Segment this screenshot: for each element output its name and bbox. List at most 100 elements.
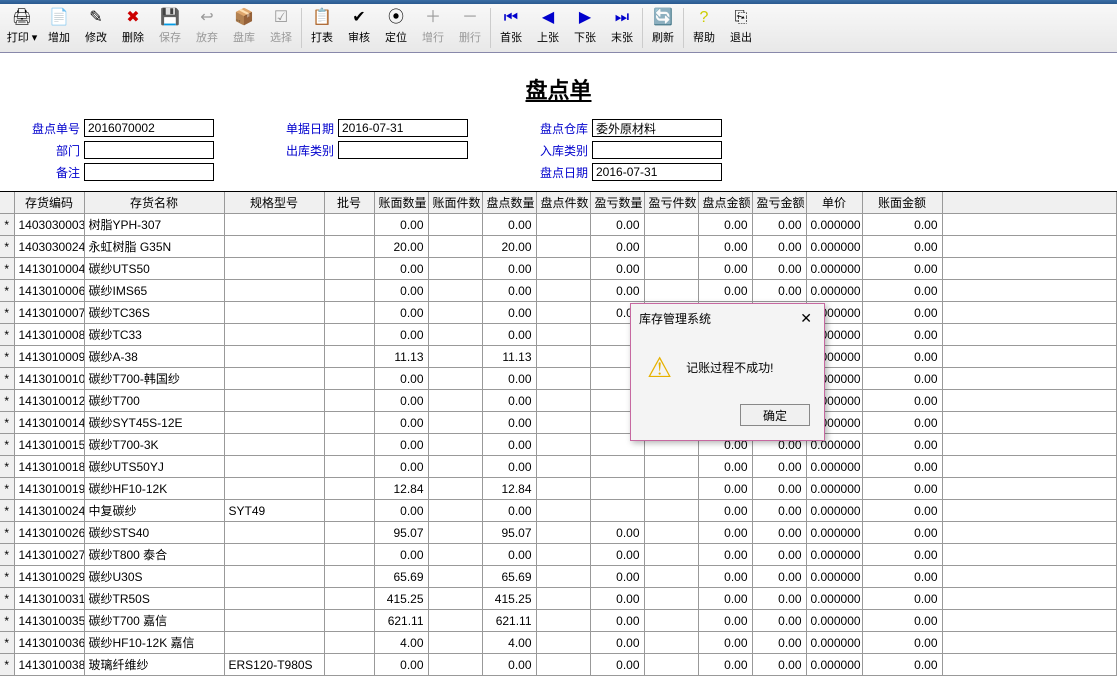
cell[interactable]: 碳纱T700 — [84, 390, 224, 412]
cell[interactable]: 0.00 — [698, 544, 752, 566]
cell[interactable] — [224, 544, 324, 566]
cell[interactable] — [644, 632, 698, 654]
cell[interactable]: ERS120-T980S — [224, 654, 324, 676]
cell[interactable] — [324, 588, 374, 610]
cell[interactable] — [428, 368, 482, 390]
cell[interactable]: 0.00 — [482, 456, 536, 478]
cell[interactable] — [644, 522, 698, 544]
cell[interactable]: 0.00 — [862, 434, 942, 456]
cell[interactable]: 0.00 — [482, 412, 536, 434]
cell[interactable] — [644, 280, 698, 302]
cell[interactable] — [644, 566, 698, 588]
table-row[interactable]: *1413010018碳纱UTS50YJ0.000.000.000.000.00… — [0, 456, 1117, 478]
cell[interactable]: 0.00 — [590, 280, 644, 302]
cell[interactable] — [324, 214, 374, 236]
cell[interactable]: 621.11 — [374, 610, 428, 632]
cell[interactable] — [428, 566, 482, 588]
cell[interactable]: 0.00 — [698, 456, 752, 478]
cell[interactable]: 0.00 — [752, 500, 806, 522]
cell[interactable] — [224, 478, 324, 500]
col-header[interactable]: 盈亏数量 — [590, 192, 644, 214]
cell[interactable]: 碳纱HF10-12K — [84, 478, 224, 500]
table-row[interactable]: *1403030024永虹树脂 G35N20.0020.000.000.000.… — [0, 236, 1117, 258]
cell[interactable]: 0.000000 — [806, 544, 862, 566]
delete-button[interactable]: ✖删除 — [115, 6, 151, 48]
cell[interactable]: 0.00 — [698, 500, 752, 522]
table-row[interactable]: *1413010038玻璃纤维纱ERS120-T980S0.000.000.00… — [0, 654, 1117, 676]
data-grid[interactable]: 存货编码存货名称规格型号批号账面数量账面件数盘点数量盘点件数盈亏数量盈亏件数盘点… — [0, 192, 1117, 676]
dialog-titlebar[interactable]: 库存管理系统 ✕ — [631, 304, 824, 333]
cell[interactable] — [536, 346, 590, 368]
table-row[interactable]: *1413010012碳纱T7000.000.000.000.000.00000… — [0, 390, 1117, 412]
cell[interactable]: 0.00 — [862, 258, 942, 280]
cell[interactable]: 0.00 — [752, 566, 806, 588]
cell[interactable] — [428, 588, 482, 610]
cell[interactable]: 0.00 — [752, 236, 806, 258]
cell[interactable]: 0.00 — [752, 456, 806, 478]
cell[interactable]: 碳纱STS40 — [84, 522, 224, 544]
cell[interactable]: 0.00 — [374, 654, 428, 676]
cell[interactable]: 0.00 — [752, 214, 806, 236]
exit-button[interactable]: ⎘退出 — [723, 6, 759, 48]
cell[interactable] — [324, 500, 374, 522]
cell[interactable] — [224, 610, 324, 632]
cell[interactable] — [644, 236, 698, 258]
cell[interactable] — [644, 588, 698, 610]
cell[interactable] — [324, 390, 374, 412]
cell[interactable] — [644, 456, 698, 478]
list-button[interactable]: 📋打表 — [304, 6, 340, 48]
cell[interactable]: 0.00 — [752, 610, 806, 632]
cell[interactable]: SYT49 — [224, 500, 324, 522]
cell[interactable]: 1403030024 — [14, 236, 84, 258]
cell[interactable]: 11.13 — [482, 346, 536, 368]
cell[interactable] — [224, 434, 324, 456]
cell[interactable]: 树脂YPH-307 — [84, 214, 224, 236]
cell[interactable] — [224, 456, 324, 478]
cell[interactable]: 95.07 — [374, 522, 428, 544]
cell[interactable] — [536, 302, 590, 324]
cell[interactable]: 0.00 — [482, 500, 536, 522]
cell[interactable]: 碳纱T700-3K — [84, 434, 224, 456]
cell[interactable] — [536, 654, 590, 676]
cell[interactable] — [644, 544, 698, 566]
cell[interactable] — [324, 346, 374, 368]
col-header[interactable]: 盈亏金额 — [752, 192, 806, 214]
col-header[interactable]: 存货编码 — [14, 192, 84, 214]
cell[interactable]: 0.00 — [482, 302, 536, 324]
cell[interactable]: 1413010009 — [14, 346, 84, 368]
cell[interactable]: 0.00 — [698, 588, 752, 610]
cell[interactable]: 1413010024 — [14, 500, 84, 522]
cell[interactable]: 415.25 — [482, 588, 536, 610]
cell[interactable]: 0.00 — [862, 478, 942, 500]
cell[interactable]: 0.00 — [482, 324, 536, 346]
cell[interactable] — [224, 346, 324, 368]
cell[interactable] — [536, 610, 590, 632]
cell[interactable]: 0.00 — [862, 236, 942, 258]
cell[interactable]: 0.00 — [862, 566, 942, 588]
next-button[interactable]: ▶下张 — [567, 6, 603, 48]
cell[interactable] — [644, 610, 698, 632]
cell[interactable] — [224, 236, 324, 258]
cell[interactable]: 0.00 — [862, 302, 942, 324]
cell[interactable] — [224, 280, 324, 302]
cell[interactable]: 0.00 — [590, 258, 644, 280]
cell[interactable] — [324, 522, 374, 544]
cell[interactable]: 0.000000 — [806, 566, 862, 588]
wh-input[interactable] — [592, 119, 722, 137]
cell[interactable]: 0.00 — [862, 280, 942, 302]
cell[interactable] — [324, 324, 374, 346]
cell[interactable] — [224, 566, 324, 588]
cell[interactable]: 碳纱TC36S — [84, 302, 224, 324]
col-header[interactable]: 单价 — [806, 192, 862, 214]
cell[interactable] — [536, 368, 590, 390]
cell[interactable] — [324, 566, 374, 588]
cell[interactable]: 碳纱A-38 — [84, 346, 224, 368]
cell[interactable]: 碳纱T800 泰合 — [84, 544, 224, 566]
cell[interactable]: 1413010008 — [14, 324, 84, 346]
refresh-button[interactable]: 🔄刷新 — [645, 6, 681, 48]
cell[interactable] — [324, 368, 374, 390]
cell[interactable] — [224, 368, 324, 390]
cell[interactable]: 621.11 — [482, 610, 536, 632]
cell[interactable]: 0.00 — [862, 500, 942, 522]
col-header[interactable]: 批号 — [324, 192, 374, 214]
